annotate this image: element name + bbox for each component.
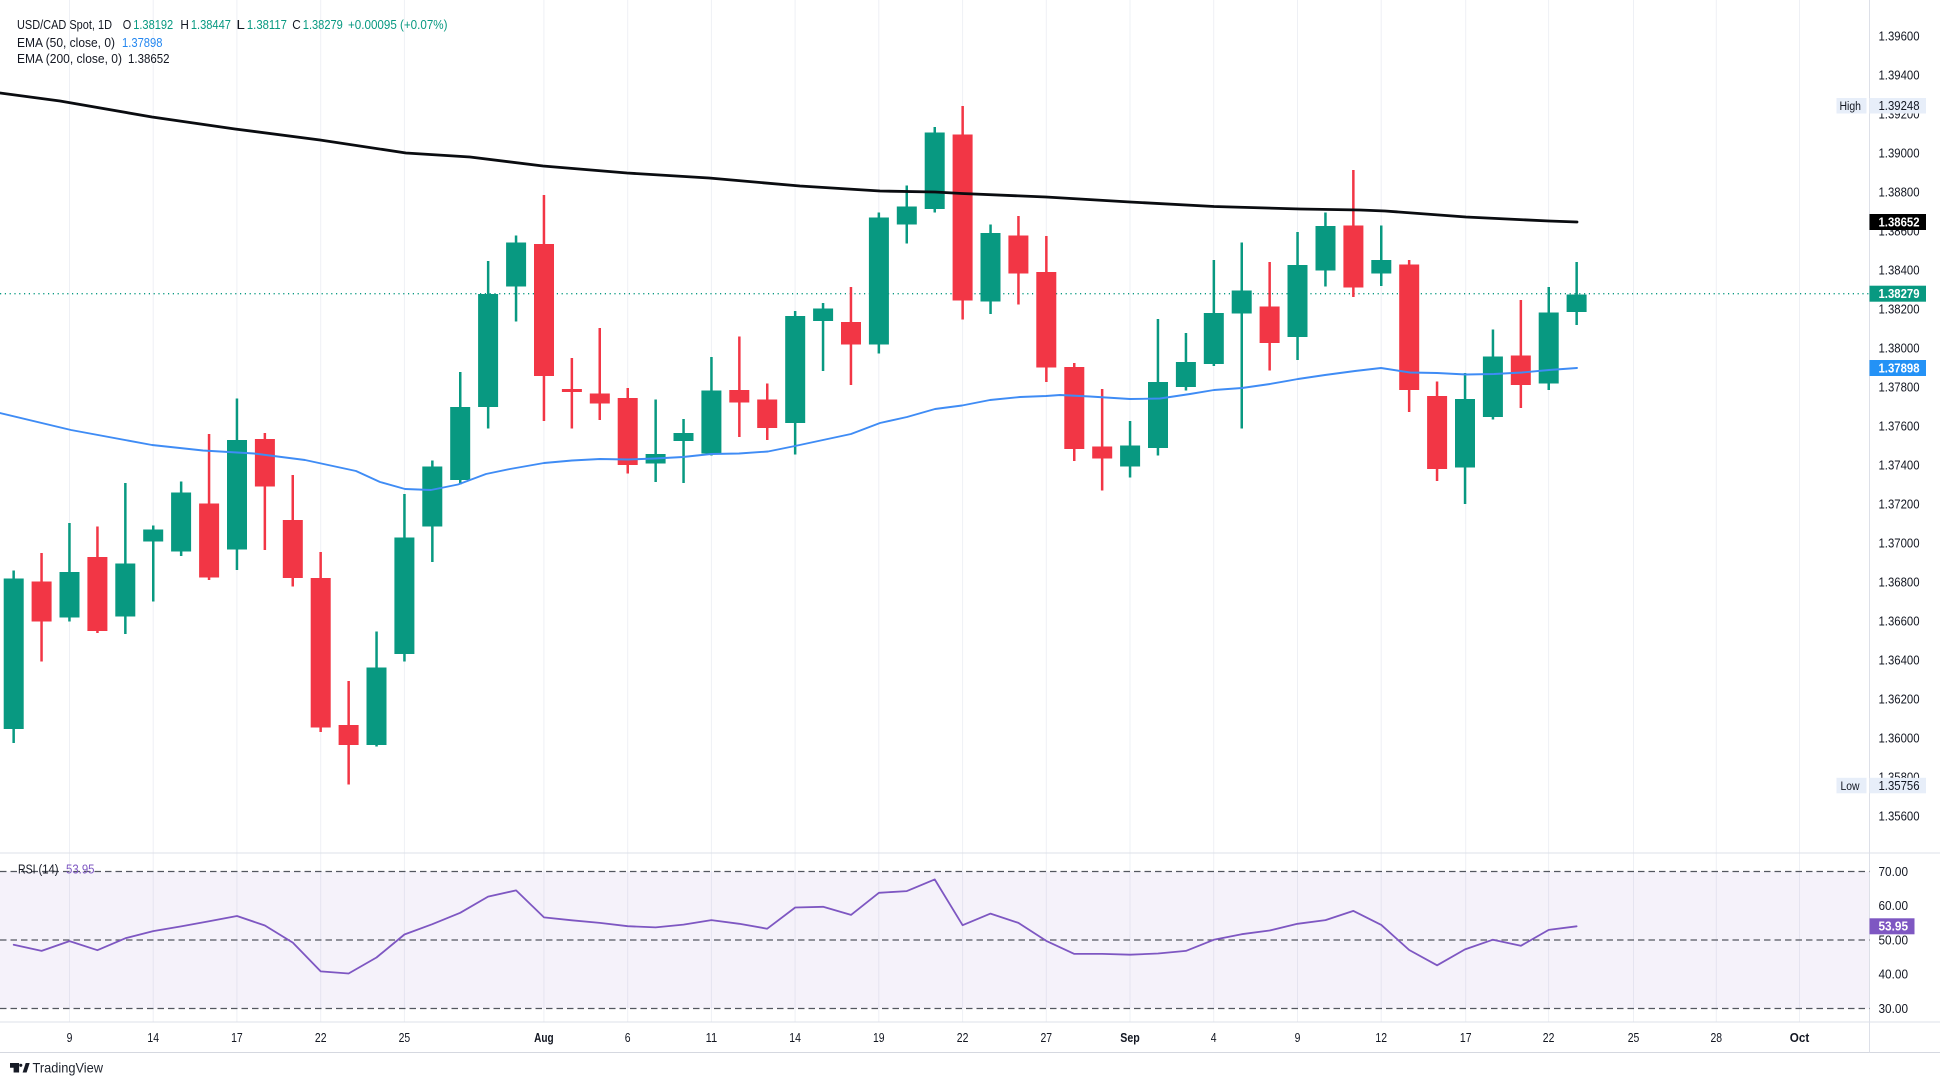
svg-text:40.00: 40.00 <box>1879 968 1909 982</box>
svg-text:12: 12 <box>1375 1031 1387 1045</box>
svg-text:22: 22 <box>957 1031 969 1045</box>
svg-text:1.39600: 1.39600 <box>1879 29 1920 43</box>
svg-text:1.38279: 1.38279 <box>303 17 343 32</box>
svg-text:1.38652: 1.38652 <box>1879 215 1920 229</box>
svg-text:53.95: 53.95 <box>66 863 95 877</box>
svg-text:1.36000: 1.36000 <box>1879 731 1920 745</box>
svg-text:22: 22 <box>315 1031 327 1045</box>
svg-text:14: 14 <box>789 1031 801 1045</box>
svg-text:1.38400: 1.38400 <box>1879 263 1920 277</box>
svg-text:1.38279: 1.38279 <box>1879 287 1920 301</box>
svg-text:27: 27 <box>1041 1031 1053 1045</box>
svg-text:1.36600: 1.36600 <box>1879 614 1920 628</box>
svg-text:9: 9 <box>67 1031 73 1045</box>
svg-text:19: 19 <box>873 1031 885 1045</box>
svg-text:1.37600: 1.37600 <box>1879 419 1920 433</box>
svg-text:60.00: 60.00 <box>1879 899 1909 913</box>
svg-text:1.39248: 1.39248 <box>1879 99 1920 113</box>
svg-text:1.37400: 1.37400 <box>1879 458 1920 472</box>
svg-text:9: 9 <box>1295 1031 1301 1045</box>
svg-text:1.37898: 1.37898 <box>1879 361 1920 375</box>
svg-text:11: 11 <box>706 1031 718 1045</box>
svg-text:1.36200: 1.36200 <box>1879 692 1920 706</box>
svg-text:H: H <box>180 17 189 32</box>
svg-text:4: 4 <box>1211 1031 1217 1045</box>
svg-text:L: L <box>236 17 245 32</box>
svg-text:1.37898: 1.37898 <box>122 36 163 50</box>
svg-text:30.00: 30.00 <box>1879 1002 1909 1016</box>
svg-text:1.38200: 1.38200 <box>1879 302 1920 316</box>
svg-text:Oct: Oct <box>1790 1031 1810 1045</box>
svg-text:25: 25 <box>1628 1031 1640 1045</box>
svg-text:USD/CAD Spot, 1D: USD/CAD Spot, 1D <box>17 17 112 32</box>
svg-text:1.38117: 1.38117 <box>247 17 287 32</box>
svg-text:High: High <box>1840 99 1862 113</box>
svg-text:(14): (14) <box>39 863 59 877</box>
svg-text:28: 28 <box>1711 1031 1723 1045</box>
svg-text:1.37200: 1.37200 <box>1879 497 1920 511</box>
svg-text:+0.00095 (+0.07%): +0.00095 (+0.07%) <box>348 17 448 32</box>
svg-text:RSI: RSI <box>18 863 36 877</box>
svg-text:1.35600: 1.35600 <box>1879 809 1920 823</box>
svg-text:1.35756: 1.35756 <box>1879 779 1920 793</box>
svg-text:O: O <box>123 17 132 32</box>
svg-text:1.38652: 1.38652 <box>128 52 170 66</box>
svg-text:25: 25 <box>399 1031 411 1045</box>
svg-text:53.95: 53.95 <box>1879 920 1909 934</box>
svg-text:1.36800: 1.36800 <box>1879 575 1920 589</box>
svg-text:22: 22 <box>1543 1031 1555 1045</box>
svg-text:1.38800: 1.38800 <box>1879 185 1920 199</box>
svg-text:6: 6 <box>625 1031 631 1045</box>
svg-text:Aug: Aug <box>534 1031 554 1045</box>
svg-text:1.39000: 1.39000 <box>1879 146 1920 160</box>
svg-text:EMA (50, close, 0): EMA (50, close, 0) <box>17 36 115 50</box>
svg-text:EMA (200, close, 0): EMA (200, close, 0) <box>17 52 122 66</box>
svg-text:C: C <box>292 17 301 32</box>
svg-text:1.38192: 1.38192 <box>133 17 173 32</box>
svg-text:70.00: 70.00 <box>1879 865 1909 879</box>
svg-text:1.36400: 1.36400 <box>1879 653 1920 667</box>
svg-text:1.37000: 1.37000 <box>1879 536 1920 550</box>
svg-text:17: 17 <box>231 1031 243 1045</box>
svg-text:1.37800: 1.37800 <box>1879 380 1920 394</box>
svg-text:Sep: Sep <box>1120 1031 1140 1045</box>
svg-text:1.38447: 1.38447 <box>191 17 231 32</box>
svg-text:17: 17 <box>1460 1031 1472 1045</box>
svg-text:1.38000: 1.38000 <box>1879 341 1920 355</box>
svg-text:50.00: 50.00 <box>1879 933 1909 947</box>
svg-text:Low: Low <box>1841 779 1860 793</box>
svg-text:14: 14 <box>147 1031 159 1045</box>
svg-text:TradingView: TradingView <box>33 1059 104 1075</box>
svg-text:1.39400: 1.39400 <box>1879 68 1920 82</box>
